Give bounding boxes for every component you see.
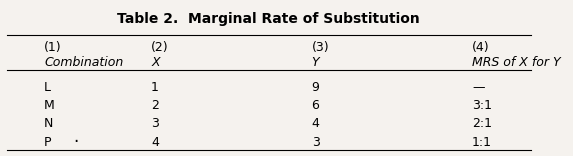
Text: Combination: Combination [44, 56, 123, 69]
Text: 3: 3 [151, 117, 159, 130]
Text: (1): (1) [44, 41, 62, 54]
Text: ·: · [73, 133, 79, 151]
Text: 2: 2 [151, 99, 159, 112]
Text: (2): (2) [151, 41, 169, 54]
Text: (3): (3) [312, 41, 329, 54]
Text: 1:1: 1:1 [472, 136, 492, 149]
Text: 4: 4 [151, 136, 159, 149]
Text: 3:1: 3:1 [472, 99, 492, 112]
Text: L: L [44, 81, 51, 94]
Text: 9: 9 [312, 81, 320, 94]
Text: —: — [472, 81, 485, 94]
Text: 3: 3 [312, 136, 320, 149]
Text: 1: 1 [151, 81, 159, 94]
Text: Y: Y [312, 56, 319, 69]
Text: (4): (4) [472, 41, 490, 54]
Text: Table 2.  Marginal Rate of Substitution: Table 2. Marginal Rate of Substitution [117, 12, 420, 26]
Text: N: N [44, 117, 53, 130]
Text: P: P [44, 136, 52, 149]
Text: MRS of X for Y: MRS of X for Y [472, 56, 561, 69]
Text: 6: 6 [312, 99, 320, 112]
Text: M: M [44, 99, 55, 112]
Text: 2:1: 2:1 [472, 117, 492, 130]
Text: 4: 4 [312, 117, 320, 130]
Text: X: X [151, 56, 160, 69]
